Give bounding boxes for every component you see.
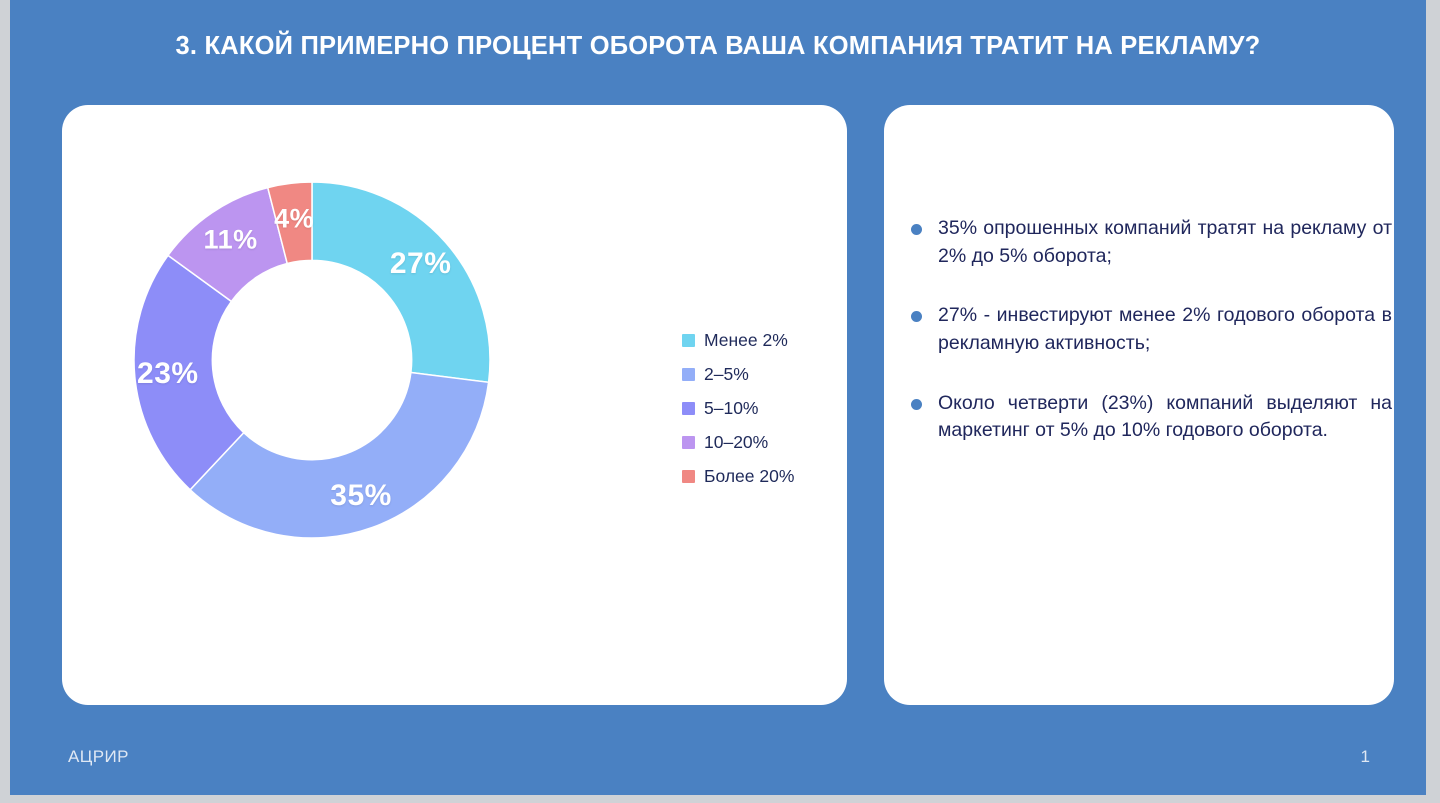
donut-slice-label: 4% xyxy=(274,203,315,234)
insight-bullet: Около четверти (23%) компаний выделяют н… xyxy=(902,390,1392,445)
legend-swatch-icon xyxy=(682,469,695,483)
legend-item-label: 5–10% xyxy=(704,397,759,418)
footer-brand: АЦРИР xyxy=(68,747,129,766)
legend-swatch-icon xyxy=(682,401,695,415)
insight-bullet-text: Около четверти (23%) компаний выделяют н… xyxy=(938,391,1392,442)
donut-slice-label: 23% xyxy=(137,356,199,390)
bullet-dot-icon xyxy=(911,398,922,410)
donut-slice xyxy=(133,254,245,491)
legend-item-label: Более 20% xyxy=(704,465,795,486)
legend-item[interactable]: 2–5% xyxy=(682,357,852,391)
legend-swatch-icon xyxy=(682,367,695,381)
donut-slice-label: 11% xyxy=(203,224,258,255)
insight-bullet-text: 27% - инвестируют менее 2% годового обор… xyxy=(938,304,1392,355)
donut-slice xyxy=(189,371,490,539)
donut-slice-label: 27% xyxy=(389,247,452,281)
insights-card: 35% опрошенных компаний тратят на реклам… xyxy=(884,105,1394,705)
legend-item-label: 10–20% xyxy=(704,431,769,452)
legend-item[interactable]: Более 20% xyxy=(682,459,852,493)
donut-slice xyxy=(311,181,491,384)
legend-item[interactable]: 10–20% xyxy=(682,425,852,459)
footer-page-number: 1 xyxy=(1360,747,1370,766)
presentation-slide: 3. КАКОЙ ПРИМЕРНО ПРОЦЕНТ ОБОРОТА ВАША К… xyxy=(10,0,1426,795)
legend-item-label: Менее 2% xyxy=(704,329,788,350)
chart-legend: Менее 2% 2–5% 5–10% 10–20% Более 20% xyxy=(682,323,852,493)
legend-item-label: 2–5% xyxy=(704,363,749,384)
chart-card: 27% 35% 23% 11% 4% Менее 2% 2–5% 5–10% 10–20% Бо… xyxy=(62,105,847,705)
page-title: 3. КАКОЙ ПРИМЕРНО ПРОЦЕНТ ОБОРОТА ВАША К… xyxy=(175,32,1261,60)
legend-swatch-icon xyxy=(682,435,695,449)
legend-item[interactable]: Менее 2% xyxy=(682,323,852,357)
legend-swatch-icon xyxy=(682,333,695,347)
bullet-dot-icon xyxy=(911,311,922,323)
legend-item[interactable]: 5–10% xyxy=(682,391,852,425)
donut-chart: 27% 35% 23% 11% 4% xyxy=(132,180,492,540)
insight-bullet: 27% - инвестируют менее 2% годового обор… xyxy=(902,302,1392,357)
donut-slice xyxy=(266,181,313,265)
bullet-dot-icon xyxy=(911,224,922,235)
insights-bullet-list: 35% опрошенных компаний тратят на реклам… xyxy=(902,215,1392,477)
donut-slice-label: 35% xyxy=(330,479,392,513)
insight-bullet: 35% опрошенных компаний тратят на реклам… xyxy=(902,215,1392,270)
insight-bullet-text: 35% опрошенных компаний тратят на реклам… xyxy=(938,217,1392,267)
donut-chart-svg xyxy=(133,181,491,539)
